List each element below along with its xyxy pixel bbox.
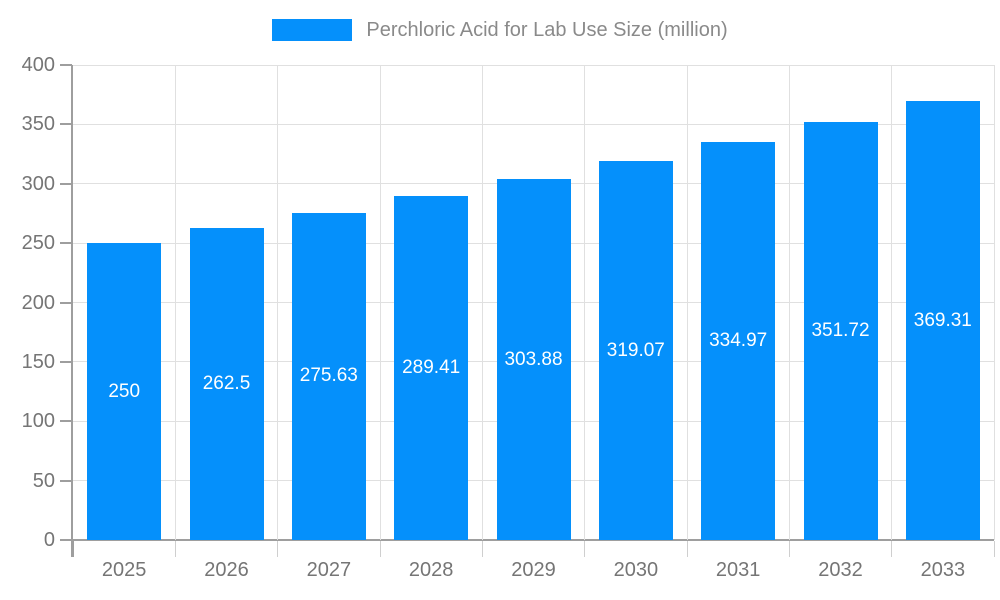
v-gridline (686, 65, 688, 540)
bar-2030[interactable] (598, 161, 673, 540)
v-gridline (993, 65, 995, 540)
y-axis-tick (60, 242, 72, 245)
x-axis-label: 2030 (613, 559, 659, 581)
v-gridline (788, 65, 790, 540)
x-axis-tick (993, 541, 995, 557)
y-axis-tick (60, 64, 72, 66)
x-axis-label: 2025 (101, 559, 147, 581)
x-axis-label: 2026 (204, 559, 249, 581)
x-axis-line (71, 539, 994, 541)
bar-2033[interactable] (905, 101, 980, 540)
h-gridline (73, 64, 994, 66)
x-axis-tick (686, 541, 688, 557)
y-axis-label: 200 (21, 291, 55, 314)
y-axis-label: 150 (21, 350, 55, 373)
x-axis-tick (584, 541, 586, 557)
x-axis-tick (481, 541, 483, 557)
legend: Perchloric Acid for Lab Use Size (millio… (0, 17, 1000, 43)
y-axis-label: 400 (21, 54, 55, 76)
y-axis-label: 250 (21, 232, 55, 255)
bar-2031[interactable] (701, 142, 776, 540)
y-axis-line (71, 65, 73, 557)
legend-item[interactable]: Perchloric Acid for Lab Use Size (millio… (272, 17, 728, 43)
x-axis-label: 2031 (715, 559, 761, 581)
y-axis-tick (60, 420, 72, 423)
h-gridline (73, 123, 994, 125)
v-gridline (277, 65, 279, 540)
y-axis-label: 300 (21, 172, 55, 195)
x-axis-tick (277, 541, 279, 557)
y-axis-tick (60, 539, 72, 541)
x-axis-tick (891, 541, 893, 557)
plot-area: 250 262.5 275.63 289.41 303.88 319.07 334.97 35… (73, 64, 995, 540)
y-axis-tick (60, 301, 72, 304)
bar-2027[interactable] (291, 212, 366, 540)
legend-label: Perchloric Acid for Lab Use Size (millio… (366, 19, 728, 41)
x-axis-tick (174, 541, 176, 557)
x-axis-label: 2028 (408, 559, 454, 581)
v-gridline (174, 65, 176, 540)
x-axis-tick (379, 541, 381, 557)
x-axis-label: 2027 (306, 559, 352, 581)
y-axis-tick (60, 360, 72, 363)
bar-2028[interactable] (394, 196, 469, 540)
legend-swatch-icon (272, 19, 353, 41)
v-gridline (379, 65, 381, 540)
x-axis-tick (788, 541, 790, 557)
v-gridline (584, 65, 586, 540)
y-axis-tick (60, 182, 72, 185)
y-axis-tick (60, 123, 72, 126)
y-axis-label: 100 (21, 410, 55, 433)
y-axis-label: 0 (43, 529, 55, 551)
x-axis-label: 2029 (511, 559, 556, 581)
v-gridline (481, 65, 483, 540)
bar-2025[interactable] (87, 243, 162, 540)
v-gridline (891, 65, 893, 540)
bar-2026[interactable] (189, 228, 264, 540)
x-axis-tick (72, 541, 74, 557)
y-axis-label: 50 (32, 469, 55, 492)
bar-2029[interactable] (496, 179, 571, 540)
bar-2032[interactable] (803, 122, 878, 540)
y-axis-tick (60, 479, 72, 482)
x-axis-label: 2033 (920, 559, 966, 581)
y-axis-label: 350 (21, 113, 55, 136)
x-axis-label: 2032 (818, 559, 863, 581)
